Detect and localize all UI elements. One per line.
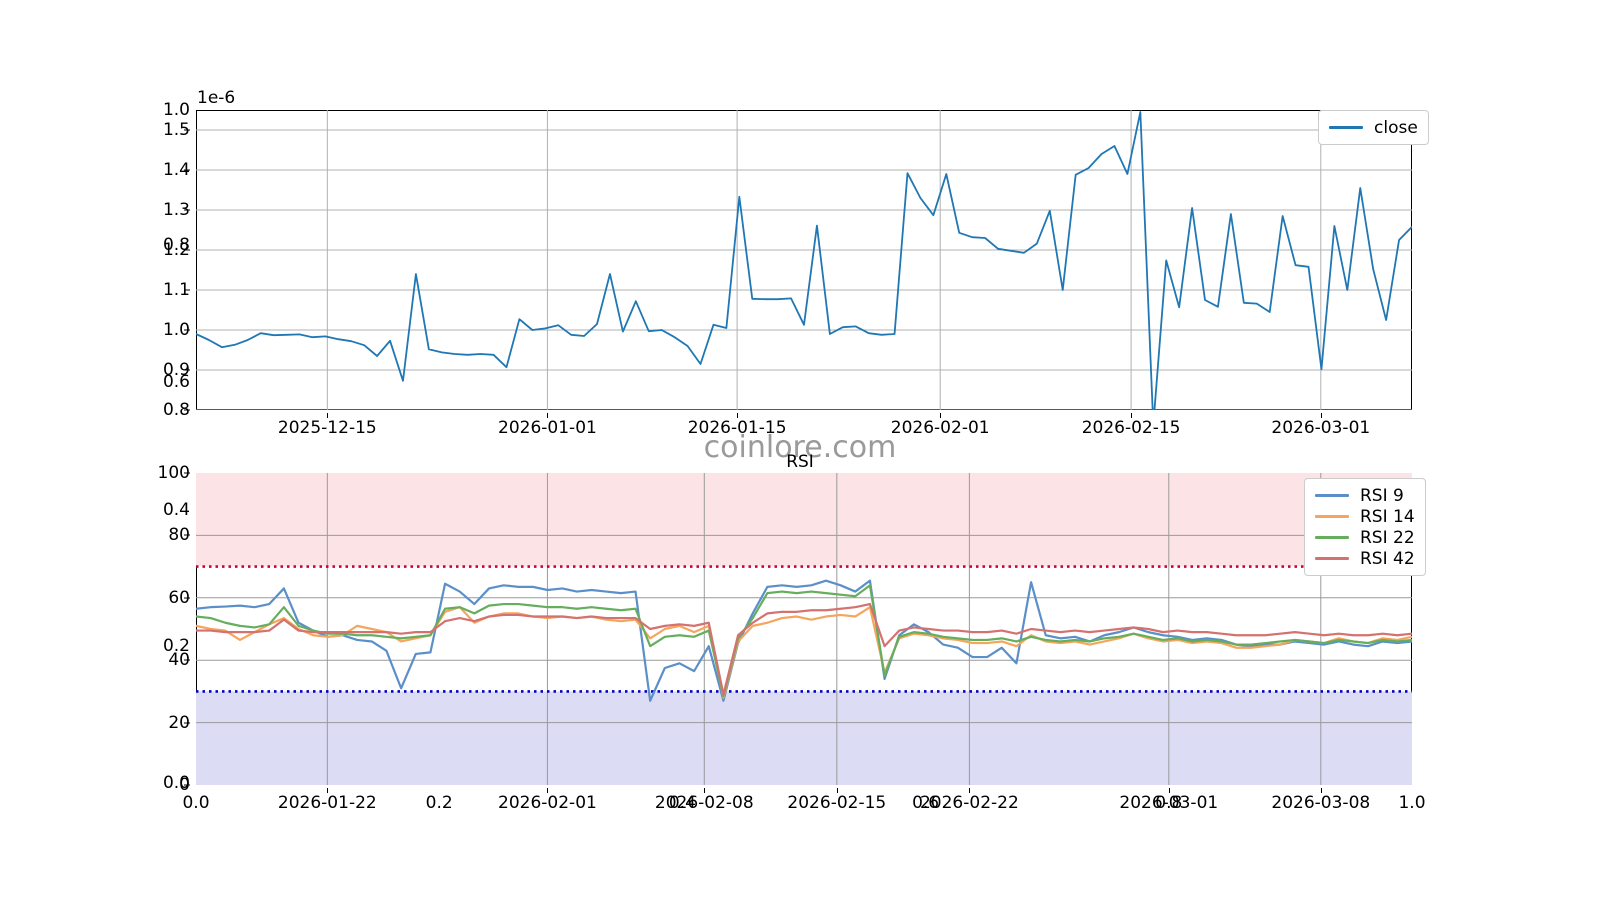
rsi-overlay-y-tick-label: 0.0	[162, 773, 190, 793]
price-y-tick-mark	[184, 249, 190, 251]
price-x-tick-label: 2025-12-15	[277, 418, 377, 438]
price-chart-panel	[196, 110, 1412, 410]
rsi-overlay-x-tick-label: 0.6	[912, 793, 940, 813]
price-x-tick-mark	[327, 413, 329, 418]
rsi-legend-label: RSI 9	[1360, 485, 1404, 506]
price-y-tick-mark	[184, 129, 190, 131]
rsi-x-tick-label: 2026-02-01	[498, 793, 597, 813]
price-y-axis-ticks: 1.5 1.4 1.3 1.2 1.1 1.0 0.9 0.8	[0, 110, 190, 420]
rsi-y-tick-mark	[184, 784, 190, 786]
rsi-legend[interactable]: RSI 9 RSI 14 RSI 22 RSI 42	[1304, 478, 1426, 576]
rsi-x-tick-mark	[704, 788, 706, 793]
rsi-legend-label: RSI 14	[1360, 506, 1415, 527]
rsi-overlay-y-axis-ticks: 0.4 0.2 0.0	[0, 473, 190, 793]
rsi-x-tick-label: 2026-02-08	[654, 793, 754, 813]
rsi-overlay-x-tick-label: 0.4	[668, 793, 696, 813]
price-y-tick-mark	[184, 209, 190, 211]
rsi-legend-color-swatch-icon	[1315, 557, 1349, 560]
rsi-chart-panel	[196, 473, 1412, 785]
rsi-x-tick-mark	[836, 788, 838, 793]
price-legend[interactable]: close	[1318, 110, 1429, 145]
price-legend-label: close	[1374, 117, 1418, 138]
rsi-y-tick-mark	[184, 534, 190, 536]
price-y-tick-label: 1.0	[162, 320, 190, 340]
rsi-legend-label: RSI 22	[1360, 527, 1415, 548]
rsi-x-tick-label: 2026-03-08	[1271, 793, 1371, 813]
rsi-x-tick-mark	[1320, 788, 1322, 793]
rsi-y-tick-mark	[184, 722, 190, 724]
rsi-x-tick-label: 2026-03-01	[1119, 793, 1219, 813]
rsi-legend-color-swatch-icon	[1315, 536, 1349, 539]
rsi-y-tick-mark	[184, 597, 190, 599]
rsi-legend-label: RSI 42	[1360, 548, 1415, 569]
price-y-tick-label: 1.5	[162, 120, 190, 140]
rsi-y-tick-mark	[184, 659, 190, 661]
price-plot-frame	[196, 110, 1412, 410]
price-x-axis-ticks: 2025-12-15 2026-01-01 2026-01-15 2026-02-01…	[196, 413, 1412, 441]
rsi-x-tick-label: 2026-02-22	[919, 793, 1019, 813]
price-y-tick-label: 1.3	[162, 200, 190, 220]
rsi-y-tick-label: 20	[168, 712, 190, 733]
price-x-tick-label: 2026-02-15	[1081, 418, 1181, 438]
price-y-tick-label: 1.2	[162, 240, 190, 260]
price-overlay-y-tick-label: 1.0	[162, 100, 190, 120]
rsi-legend-item[interactable]: RSI 22	[1315, 527, 1415, 548]
price-overlay-y-tick-label: 0.6	[162, 372, 190, 392]
rsi-x-tick-label: 2026-01-22	[277, 793, 377, 813]
price-y-tick-mark	[184, 289, 190, 291]
rsi-legend-item[interactable]: RSI 42	[1315, 548, 1415, 569]
price-legend-item[interactable]: close	[1329, 117, 1418, 138]
price-y-tick-mark	[184, 409, 190, 411]
rsi-legend-item[interactable]: RSI 14	[1315, 506, 1415, 527]
price-x-tick-label: 2026-03-01	[1271, 418, 1371, 438]
price-x-tick-mark	[1320, 413, 1322, 418]
price-x-tick-label: 2026-01-15	[687, 418, 787, 438]
price-x-tick-mark	[940, 413, 942, 418]
price-x-tick-label: 2026-01-01	[498, 418, 597, 438]
rsi-overlay-x-tick-label: 1.0	[1398, 793, 1426, 813]
rsi-y-tick-label: 80	[168, 525, 190, 546]
rsi-chart-title: RSI	[786, 452, 814, 472]
rsi-y-tick-mark	[184, 472, 190, 474]
rsi-y-tick-label: 40	[168, 650, 190, 671]
rsi-overlay-y-tick-label: 0.2	[162, 636, 190, 656]
rsi-x-tick-mark	[327, 788, 329, 793]
price-legend-color-swatch-icon	[1329, 126, 1363, 129]
price-plot-svg	[196, 110, 1412, 410]
price-y-tick-mark	[184, 329, 190, 331]
price-overlay-y-axis-ticks: 1.0 0.8 0.6	[0, 100, 190, 410]
rsi-x-tick-mark	[547, 788, 549, 793]
rsi-plot-svg	[196, 473, 1412, 785]
price-x-tick-mark	[737, 413, 739, 418]
price-y-tick-label: 1.4	[162, 160, 190, 180]
price-x-tick-mark	[547, 413, 549, 418]
rsi-y-tick-label: 60	[168, 587, 190, 608]
rsi-x-axis-ticks: 2026-01-22 2026-02-01 2026-02-08 2026-02-15…	[182, 788, 1426, 816]
rsi-overlay-x-tick-label: 0.2	[425, 793, 453, 813]
rsi-x-tick-mark	[1168, 788, 1170, 793]
rsi-legend-item[interactable]: RSI 9	[1315, 485, 1415, 506]
rsi-overlay-x-tick-label: 0.0	[182, 793, 210, 813]
rsi-overlay-y-tick-label: 0.4	[162, 500, 190, 520]
rsi-x-tick-mark	[969, 788, 971, 793]
rsi-overlay-x-tick-label: 0.8	[1155, 793, 1183, 813]
rsi-y-tick-label: 100	[157, 463, 190, 483]
watermark: coinlore.com	[703, 430, 897, 465]
price-y-tick-label: 0.9	[162, 360, 190, 380]
price-overlay-y-tick-label: 0.8	[162, 235, 190, 255]
price-x-tick-mark	[1131, 413, 1133, 418]
rsi-legend-color-swatch-icon	[1315, 494, 1349, 497]
price-y-tick-label: 0.8	[162, 400, 190, 420]
price-y-tick-mark	[184, 169, 190, 171]
rsi-x-tick-label: 2026-02-15	[787, 793, 887, 813]
price-y-tick-label: 1.1	[162, 280, 190, 300]
price-axis-exponent: 1e-6	[197, 88, 236, 108]
price-y-tick-mark	[184, 369, 190, 371]
rsi-legend-color-swatch-icon	[1315, 515, 1349, 518]
price-x-tick-label: 2026-02-01	[890, 418, 990, 438]
